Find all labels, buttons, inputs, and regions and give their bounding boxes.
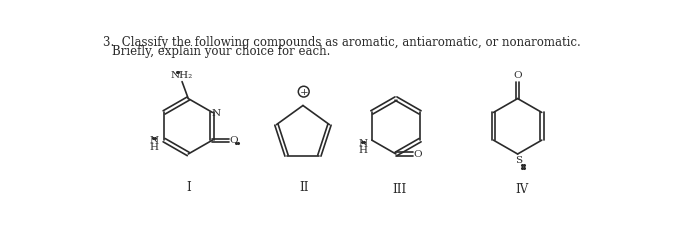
Text: Briefly, explain your choice for each.: Briefly, explain your choice for each. [112,46,330,58]
Text: I: I [186,181,190,194]
Text: II: II [300,181,309,194]
Text: H: H [150,143,159,152]
Text: S: S [516,156,523,165]
Text: 3.  Classify the following compounds as aromatic, antiaromatic, or nonaromatic.: 3. Classify the following compounds as a… [103,36,581,49]
Text: III: III [393,183,407,196]
Text: +: + [300,88,308,97]
Text: O: O [413,150,422,159]
Text: N: N [211,109,220,118]
Text: O: O [513,71,522,80]
Text: IV: IV [515,183,528,196]
Text: O: O [230,137,239,145]
Text: NH₂: NH₂ [170,71,192,80]
Text: H: H [359,146,368,155]
Text: N: N [359,140,368,149]
Text: N: N [150,137,159,145]
